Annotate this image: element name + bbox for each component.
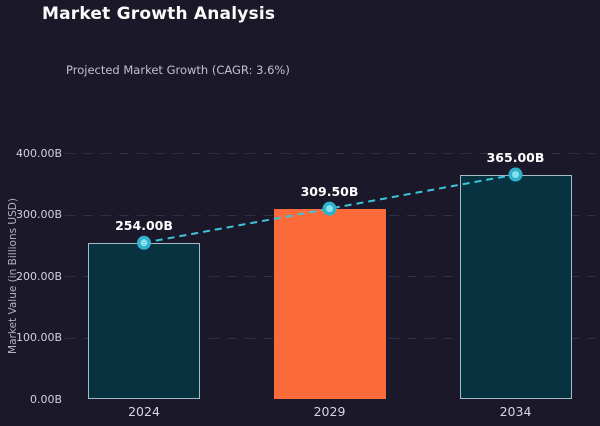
- y-tick-label: 200.00B: [15, 269, 62, 283]
- value-label: 309.50B: [300, 183, 359, 199]
- x-tick-label: 2034: [499, 404, 532, 419]
- x-tick-label: 2024: [128, 404, 160, 419]
- chart-title: Market Growth Analysis: [42, 4, 276, 24]
- chart-subtitle: Projected Market Growth (CAGR: 3.6%): [66, 63, 290, 77]
- y-tick-label: 400.00B: [15, 146, 62, 160]
- y-tick-label: 300.00B: [15, 208, 62, 221]
- value-label: 365.00B: [486, 149, 545, 165]
- gridline-400: [65, 153, 595, 154]
- x-tick-label: 2029: [313, 404, 346, 419]
- bar-2029: [273, 208, 386, 399]
- bar-2034: [459, 174, 572, 399]
- value-label: 254.00B: [115, 217, 173, 233]
- y-tick-label: 100.00B: [15, 331, 62, 344]
- bar-2024: [88, 242, 200, 399]
- y-tick-label: 0.00B: [29, 392, 62, 406]
